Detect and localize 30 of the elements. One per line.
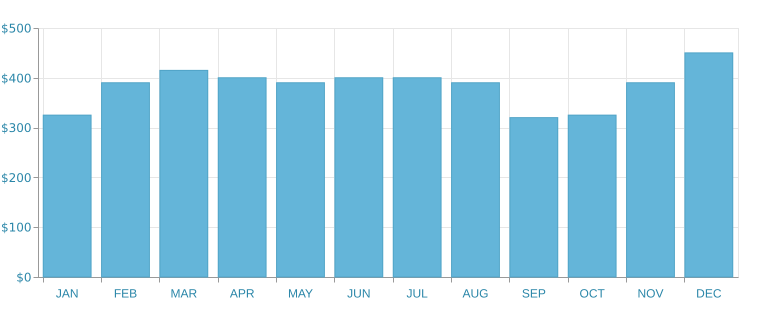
bar	[101, 82, 150, 278]
bar	[509, 117, 558, 278]
x-tick-label: SEP	[522, 286, 546, 300]
bar	[684, 52, 734, 278]
bar	[276, 82, 325, 278]
x-tick-label: APR	[230, 286, 255, 300]
x-tick-label: DEC	[696, 286, 722, 300]
bar	[626, 82, 675, 278]
y-tick-label: $200	[0, 170, 32, 185]
bar	[218, 77, 267, 278]
x-tick-label: JAN	[56, 286, 79, 300]
y-tick-label: $500	[0, 22, 32, 36]
y-tick-label: $0	[16, 270, 32, 284]
x-tick-label: AUG	[462, 286, 489, 300]
y-tick-label: $100	[0, 220, 32, 235]
x-tick-label: FEB	[114, 286, 138, 300]
bar	[159, 70, 208, 278]
x-tick-label: OCT	[579, 286, 606, 300]
x-tick-label: NOV	[637, 286, 664, 300]
x-tick-label: JUN	[347, 286, 371, 300]
y-tick-label: $400	[0, 71, 32, 86]
x-tick-label: MAY	[288, 286, 314, 300]
bar	[392, 77, 442, 278]
bar	[451, 82, 500, 278]
x-tick-label: JUL	[406, 286, 428, 300]
x-tick-label: MAR	[170, 286, 198, 300]
bar	[334, 77, 384, 278]
bar	[42, 114, 92, 278]
y-tick-label: $300	[0, 121, 32, 136]
bar	[568, 114, 617, 278]
